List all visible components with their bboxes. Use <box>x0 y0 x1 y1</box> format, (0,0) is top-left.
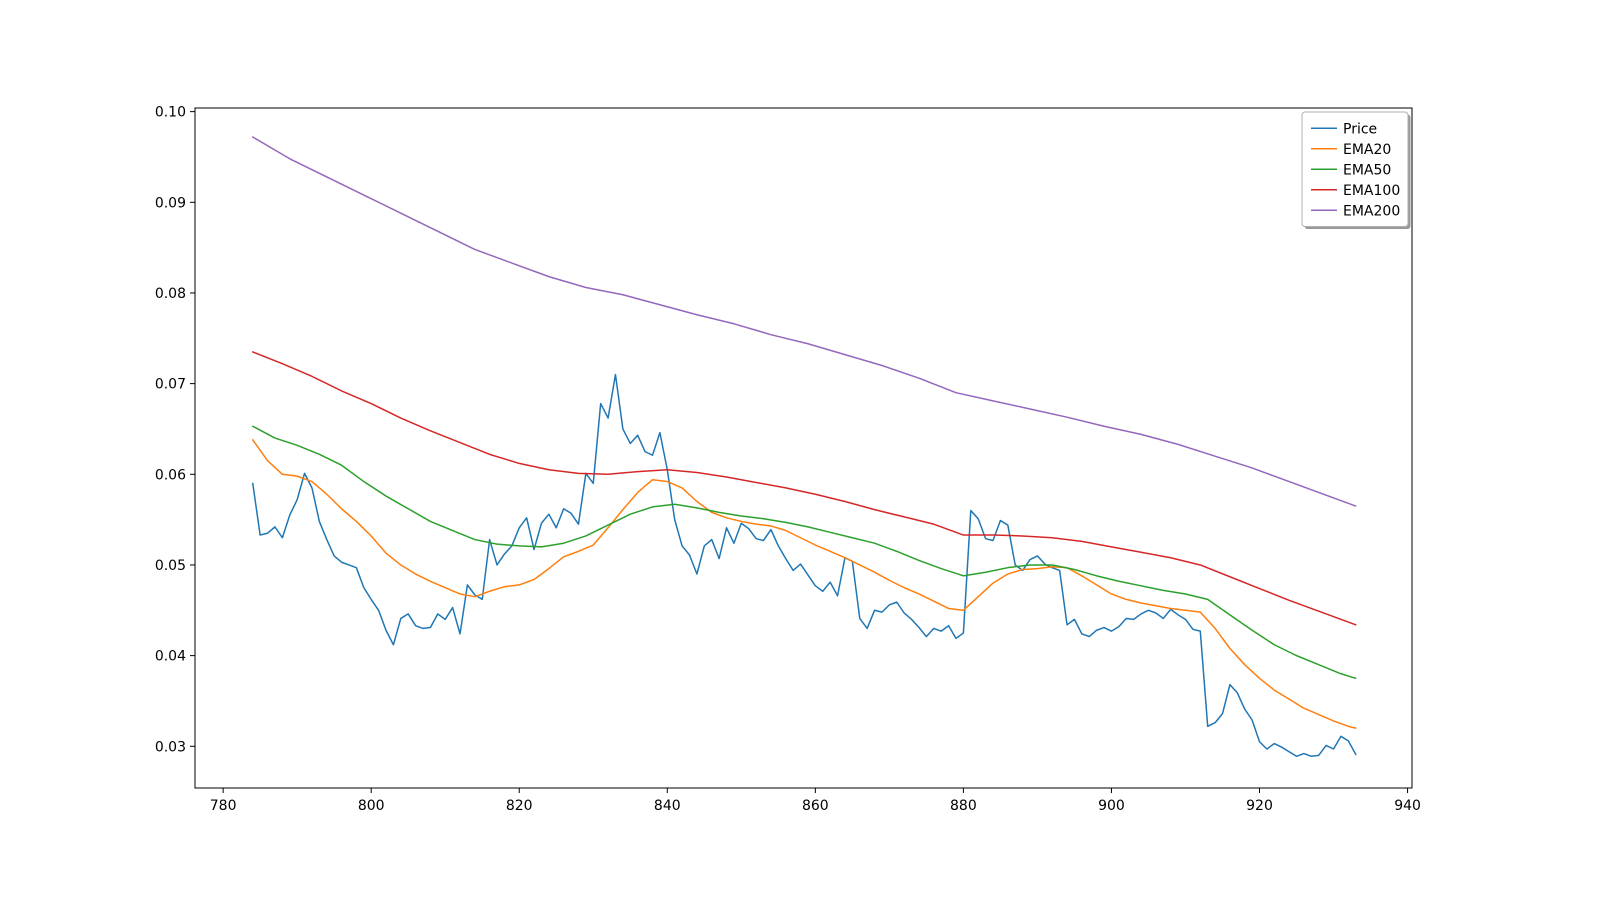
legend-box <box>1301 111 1409 227</box>
price-line <box>251 373 1357 758</box>
ema20-line <box>251 439 1357 729</box>
y-tick-label: 0.08 <box>155 286 186 302</box>
legend-label: EMA20 <box>1343 142 1391 158</box>
y-tick-label: 0.07 <box>155 377 186 393</box>
legend-label: Price <box>1343 121 1377 137</box>
axes-box <box>194 107 1413 789</box>
y-tick-label: 0.03 <box>155 739 186 755</box>
x-tick-label: 820 <box>506 798 533 814</box>
x-tick-label: 800 <box>358 798 385 814</box>
y-tick-label: 0.06 <box>155 467 186 483</box>
x-tick-label: 900 <box>1098 798 1125 814</box>
y-tick-label: 0.04 <box>155 649 186 665</box>
x-tick-label: 780 <box>210 798 237 814</box>
x-tick-label: 880 <box>950 798 977 814</box>
y-tick-label: 0.10 <box>155 105 186 121</box>
legend-label: EMA50 <box>1343 162 1391 178</box>
ema50-line <box>251 425 1357 680</box>
x-tick-label: 940 <box>1394 798 1421 814</box>
legend-label: EMA100 <box>1343 183 1400 199</box>
ema100-line <box>251 351 1357 626</box>
x-tick-label: 920 <box>1246 798 1273 814</box>
y-tick-label: 0.05 <box>155 558 186 574</box>
x-tick-label: 860 <box>802 798 829 814</box>
y-tick-label: 0.09 <box>155 195 186 211</box>
x-tick-label: 840 <box>654 798 681 814</box>
legend-label: EMA200 <box>1343 203 1400 219</box>
ema200-line <box>251 136 1357 507</box>
